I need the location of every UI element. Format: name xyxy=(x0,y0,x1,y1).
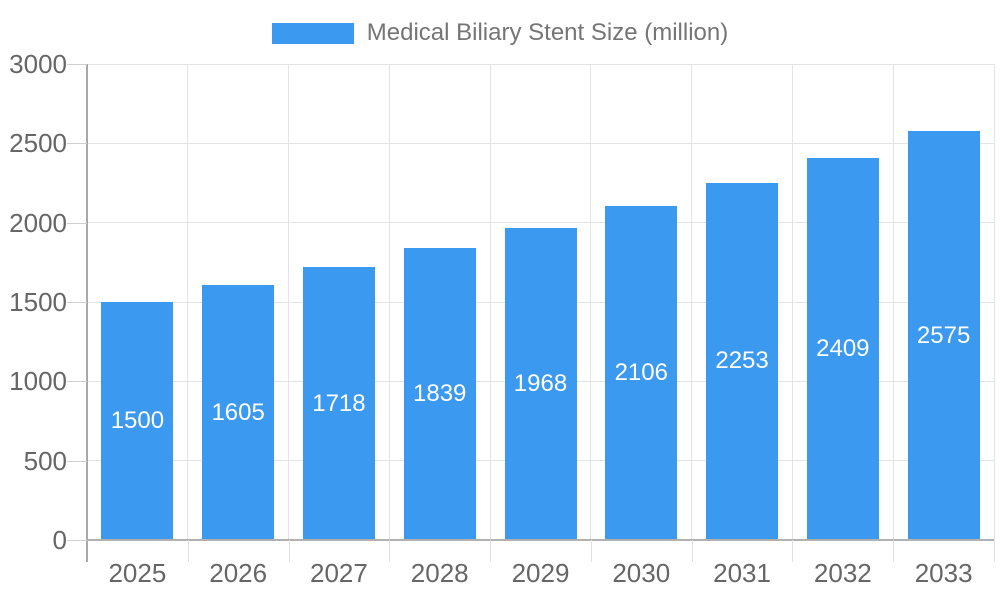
y-tick-label: 0 xyxy=(52,525,67,555)
v-gridline xyxy=(791,64,793,540)
bar xyxy=(806,157,879,540)
y-axis-line xyxy=(86,64,88,562)
y-tick-label: 1500 xyxy=(9,287,67,317)
x-tick-label: 2032 xyxy=(813,558,872,588)
v-gridline xyxy=(691,64,693,540)
x-tick-label: 2031 xyxy=(713,558,771,588)
x-tick-label: 2033 xyxy=(914,558,973,588)
plot-area: 1500 1605 1718 1839 1968 2106 2253 2409 2575 xyxy=(87,64,995,540)
x-tick-label: 2029 xyxy=(511,558,570,588)
x-tick-label: 2025 xyxy=(108,558,167,588)
x-tick-mark xyxy=(691,540,693,562)
y-tick-mark xyxy=(67,143,87,145)
bar xyxy=(706,182,779,540)
x-tick-mark xyxy=(288,540,290,562)
bar xyxy=(605,205,678,540)
bar-value-label: 1605 xyxy=(211,398,265,426)
v-gridline xyxy=(187,64,189,540)
h-gridline xyxy=(87,142,994,144)
y-tick-label: 3000 xyxy=(9,49,67,79)
bar-value-label: 1839 xyxy=(413,380,467,408)
bar-value-label: 2253 xyxy=(715,347,769,375)
y-tick-label: 500 xyxy=(23,445,67,476)
bar-value-label: 1718 xyxy=(312,389,366,417)
v-gridline xyxy=(993,64,995,540)
h-gridline xyxy=(87,222,994,224)
y-tick-mark xyxy=(67,64,87,65)
h-gridline xyxy=(87,64,994,65)
bar-value-label: 2409 xyxy=(816,334,870,362)
y-tick-mark xyxy=(67,460,87,462)
y-tick-mark xyxy=(67,302,87,303)
x-tick-mark xyxy=(792,540,794,562)
x-tick-label: 2026 xyxy=(209,558,268,588)
v-gridline xyxy=(892,64,894,540)
x-tick-mark xyxy=(893,540,895,562)
v-gridline xyxy=(590,64,592,540)
x-tick-mark xyxy=(490,540,492,562)
x-tick-label: 2027 xyxy=(310,558,368,588)
y-tick-mark xyxy=(67,381,87,383)
y-tick-mark xyxy=(67,222,87,224)
x-tick-mark xyxy=(590,540,592,562)
bar xyxy=(504,227,577,540)
y-tick-label: 2000 xyxy=(9,207,67,238)
v-gridline xyxy=(388,64,390,540)
x-tick-label: 2030 xyxy=(612,558,671,588)
bar xyxy=(101,302,174,540)
y-tick-label: 2500 xyxy=(9,128,67,159)
x-tick-mark xyxy=(187,540,189,562)
bar xyxy=(302,267,375,540)
v-gridline xyxy=(489,64,491,540)
bar xyxy=(202,285,275,540)
legend-item[interactable]: Medical Biliary Stent Size (million) xyxy=(0,18,1000,48)
x-tick-mark xyxy=(389,540,391,562)
bar xyxy=(403,248,476,540)
x-axis-baseline xyxy=(87,539,994,541)
bar-value-label: 2575 xyxy=(916,321,971,349)
y-tick-label: 1000 xyxy=(9,366,67,397)
bar-value-label: 2106 xyxy=(614,358,668,386)
v-gridline xyxy=(288,64,290,540)
legend-swatch xyxy=(271,22,354,44)
bar-value-label: 1968 xyxy=(513,369,568,397)
x-tick-label: 2028 xyxy=(410,558,469,588)
legend-label: Medical Biliary Stent Size (million) xyxy=(366,19,729,46)
bar-value-label: 1500 xyxy=(110,407,165,434)
y-tick-mark xyxy=(67,540,87,541)
x-tick-mark xyxy=(994,540,995,562)
bar xyxy=(907,131,980,540)
